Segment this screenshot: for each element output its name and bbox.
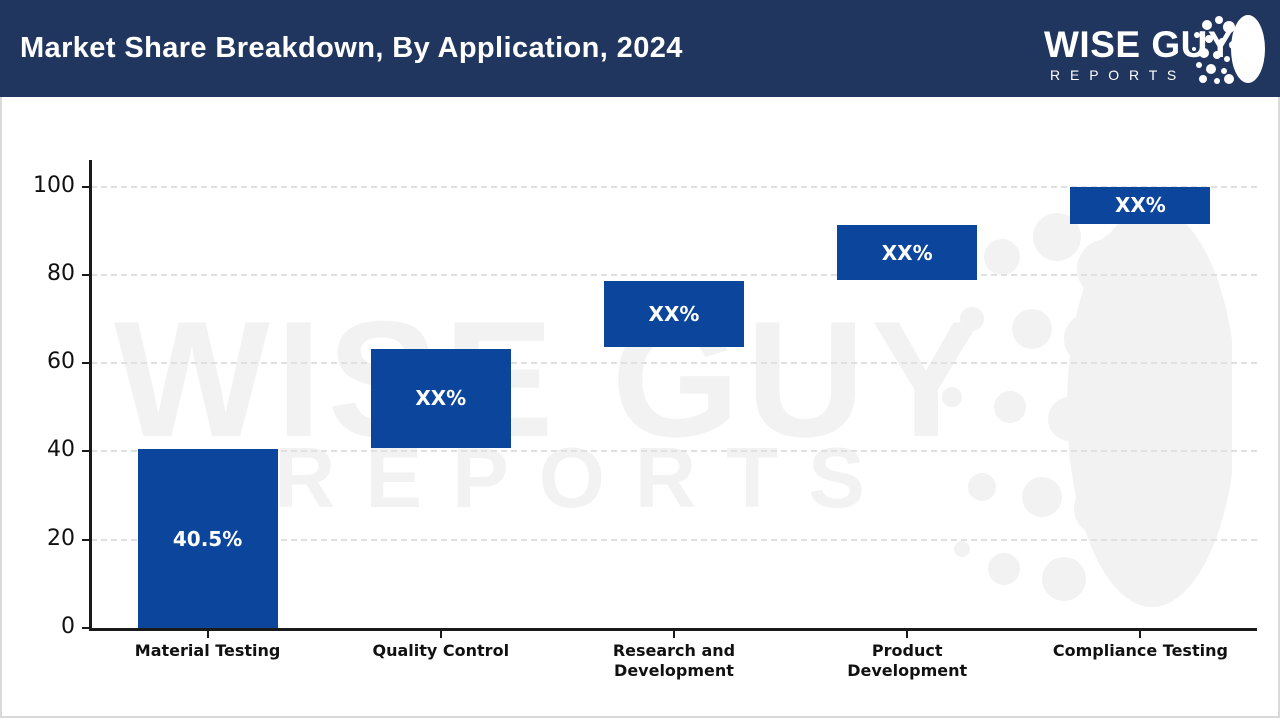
bar-material-testing: 40.5% bbox=[137, 449, 278, 628]
wise-guy-reports-logo: WISE GUY R E P O R T S bbox=[1044, 15, 1265, 84]
x-tick-label-line: Compliance Testing bbox=[1052, 641, 1228, 660]
gridline-40 bbox=[91, 450, 1257, 453]
x-tick-label: Compliance Testing bbox=[1024, 641, 1257, 661]
x-tick-mark bbox=[439, 630, 442, 638]
y-tick-label: 20 bbox=[47, 525, 75, 551]
y-tick-mark bbox=[82, 627, 91, 629]
y-tick-mark bbox=[82, 538, 91, 541]
x-tick-label: Quality Control bbox=[324, 641, 557, 661]
watermark-face-icon bbox=[942, 207, 1232, 607]
gridline-100 bbox=[91, 185, 1257, 188]
y-tick-label: 0 bbox=[61, 614, 75, 639]
x-tick-label: Product Development bbox=[791, 641, 1024, 681]
y-tick-label: 40 bbox=[47, 437, 75, 463]
y-axis-line bbox=[89, 160, 92, 630]
y-tick-label: 60 bbox=[47, 349, 75, 375]
bar-research-and-development: XX% bbox=[604, 280, 744, 348]
bar-value-label: XX% bbox=[881, 240, 933, 265]
report-header: Market Share Breakdown, By Application, … bbox=[0, 0, 1280, 97]
x-tick-mark bbox=[206, 630, 209, 638]
x-tick-label-line: Product bbox=[871, 641, 943, 660]
gridline-20 bbox=[91, 538, 1257, 541]
x-tick-mark bbox=[1139, 630, 1142, 638]
gridline-60 bbox=[91, 362, 1257, 365]
x-tick-label-line: Development bbox=[847, 661, 968, 680]
x-tick-label-line: Research and bbox=[612, 641, 736, 660]
y-tick-label: 80 bbox=[47, 260, 75, 286]
y-tick-mark bbox=[82, 450, 91, 453]
x-tick-label: Material Testing bbox=[91, 641, 324, 661]
x-tick-label-line: Material Testing bbox=[134, 641, 281, 660]
y-tick-mark bbox=[82, 362, 91, 365]
x-tick-label: Research and Development bbox=[557, 641, 790, 681]
gridline-80 bbox=[91, 273, 1257, 276]
bar-quality-control: XX% bbox=[370, 348, 511, 448]
logo-tagline-text: R E P O R T S bbox=[1050, 67, 1179, 83]
waterfall-chart: 0 20 40 60 80 100 40.5% Material Testing XX% Qual… bbox=[2, 97, 1278, 716]
bar-value-label: XX% bbox=[415, 386, 467, 411]
y-tick-mark bbox=[82, 273, 91, 276]
chart-card: WISE GUY REPORTS 0 20 40 60 80 100 40.5% Materi… bbox=[0, 97, 1280, 718]
bar-product-development: XX% bbox=[837, 224, 978, 281]
watermark-brand: WISE GUY bbox=[114, 287, 988, 471]
x-tick-mark bbox=[906, 630, 909, 638]
logo-brand-text: WISE GUY bbox=[1044, 24, 1233, 65]
bar-compliance-testing: XX% bbox=[1070, 186, 1211, 225]
bar-value-label: XX% bbox=[1114, 193, 1166, 218]
x-tick-label-line: Quality Control bbox=[372, 641, 510, 660]
bar-value-label: 40.5% bbox=[172, 526, 243, 551]
x-axis-line bbox=[89, 628, 1257, 631]
x-tick-mark bbox=[673, 630, 675, 638]
dotted-face-icon bbox=[1192, 15, 1265, 84]
x-tick-label-line: Development bbox=[614, 661, 734, 680]
report-title: Market Share Breakdown, By Application, … bbox=[20, 32, 683, 64]
bar-value-label: XX% bbox=[648, 302, 700, 327]
y-tick-mark bbox=[82, 185, 91, 188]
y-tick-label: 100 bbox=[33, 172, 75, 198]
